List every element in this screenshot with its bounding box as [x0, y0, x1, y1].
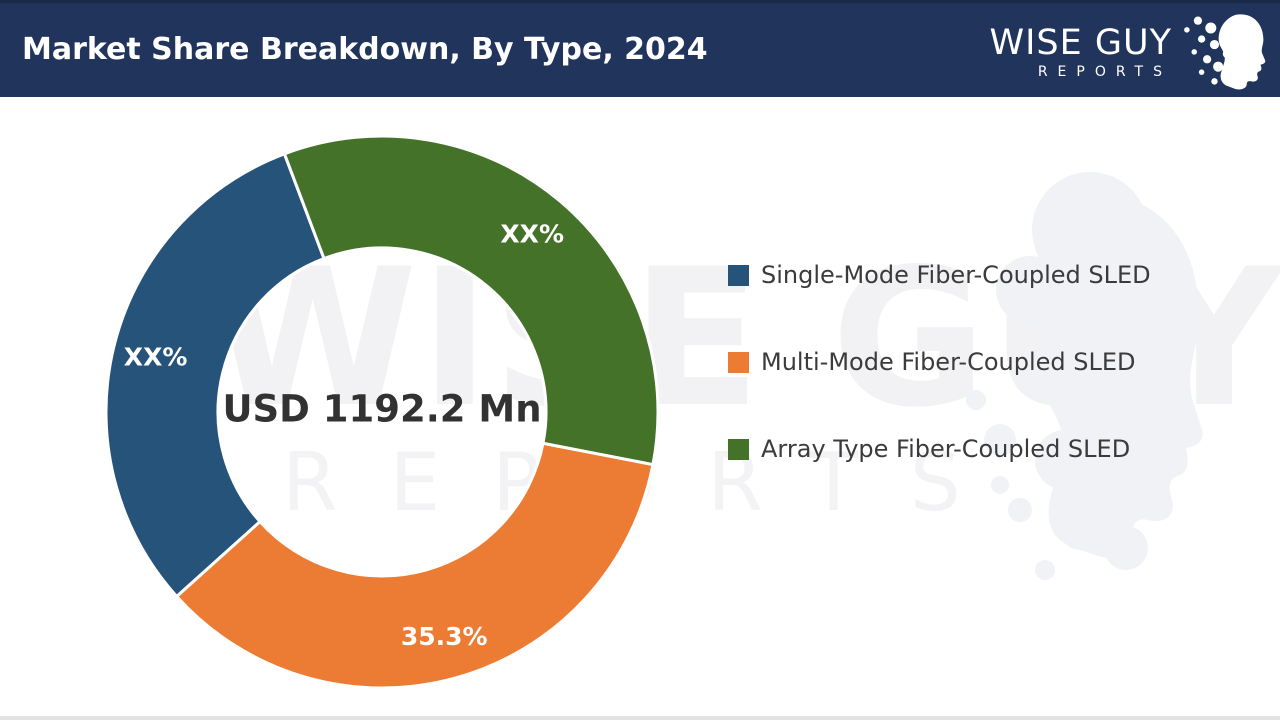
- brand-logo-text: WISE GUY REPORTS: [989, 23, 1172, 80]
- legend-label-single-mode: Single-Mode Fiber-Coupled SLED: [761, 261, 1151, 289]
- face-logo-icon: [1184, 14, 1266, 90]
- legend-item-array-type: Array Type Fiber-Coupled SLED: [728, 432, 1151, 466]
- legend-label-multi-mode: Multi-Mode Fiber-Coupled SLED: [761, 348, 1136, 376]
- face-watermark-icon: [966, 172, 1203, 580]
- legend-label-array-type: Array Type Fiber-Coupled SLED: [761, 435, 1131, 463]
- brand-logo: WISE GUY REPORTS: [989, 9, 1266, 93]
- brand-logo-wordmark: WISE GUY: [989, 22, 1172, 63]
- segment-label-2: XX%: [500, 219, 564, 248]
- legend-swatch-multi-mode: [728, 351, 749, 373]
- brand-logo-reports: REPORTS: [1037, 63, 1172, 80]
- legend-swatch-array-type: [728, 438, 749, 460]
- segment-label-1: 35.3%: [401, 622, 488, 651]
- donut-segment-0: [104, 152, 326, 598]
- header-bar: Market Share Breakdown, By Type, 2024 WI…: [0, 0, 1280, 97]
- legend-item-single-mode: Single-Mode Fiber-Coupled SLED: [728, 258, 1151, 292]
- donut-center-value: USD 1192.2 Mn: [222, 387, 542, 431]
- legend-item-multi-mode: Multi-Mode Fiber-Coupled SLED: [728, 345, 1151, 379]
- page-title: Market Share Breakdown, By Type, 2024: [22, 32, 708, 67]
- chart-legend: Single-Mode Fiber-Coupled SLED Multi-Mod…: [728, 258, 1151, 466]
- donut-segment-2: [282, 134, 660, 467]
- legend-swatch-single-mode: [728, 264, 749, 286]
- bottom-divider: [0, 716, 1280, 720]
- donut-segment-1: [175, 441, 655, 690]
- segment-label-0: XX%: [124, 342, 188, 371]
